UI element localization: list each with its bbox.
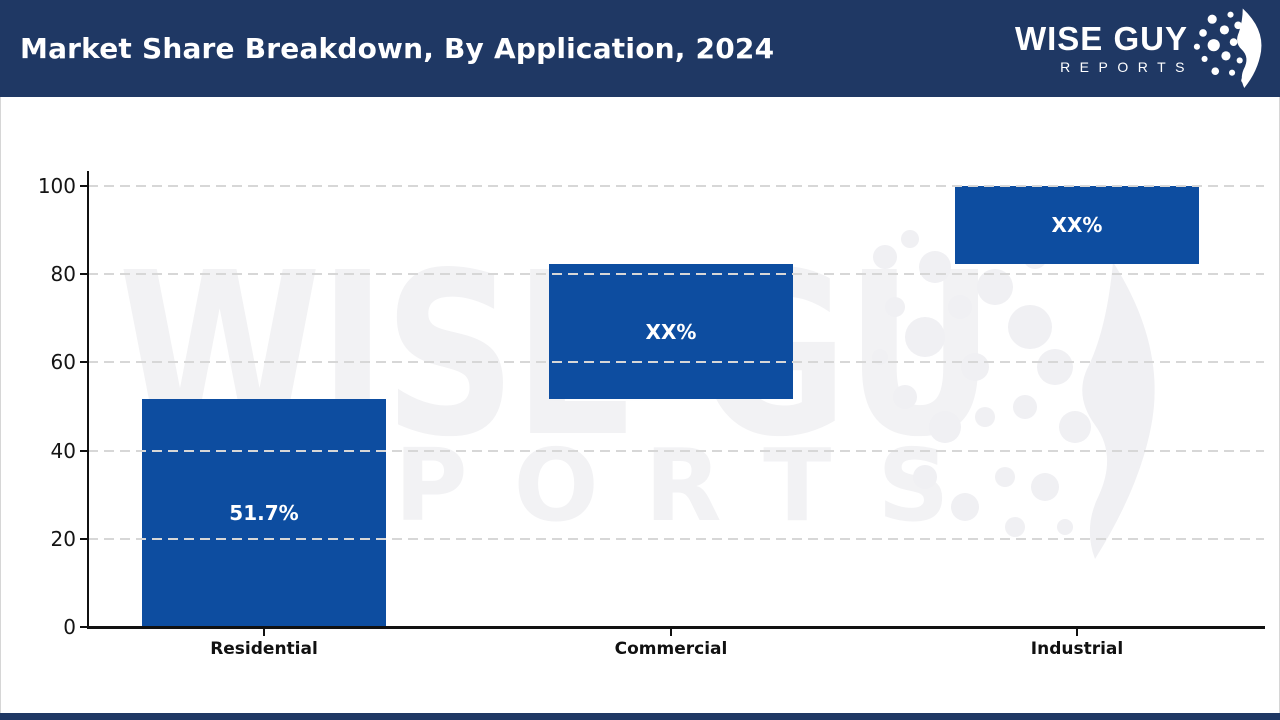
plot-area: 51.7% XX% XX% bbox=[88, 185, 1264, 627]
footer-bar bbox=[0, 713, 1280, 720]
y-tick-label: 40 bbox=[50, 438, 76, 463]
y-tick-label: 100 bbox=[37, 174, 76, 198]
header: Market Share Breakdown, By Application, … bbox=[0, 0, 1280, 97]
gridline bbox=[88, 361, 1264, 364]
y-tick-mark bbox=[80, 626, 88, 628]
page-title: Market Share Breakdown, By Application, … bbox=[20, 32, 775, 65]
brand-subtitle: REPORTS bbox=[1060, 59, 1194, 75]
gridline bbox=[88, 537, 1264, 540]
x-category-label: Industrial bbox=[1030, 639, 1124, 659]
bar-value-label: XX% bbox=[645, 319, 697, 344]
gridline bbox=[88, 185, 1264, 187]
brand-face-icon bbox=[1193, 8, 1262, 88]
x-tick-mark bbox=[263, 629, 265, 636]
gridline bbox=[88, 449, 1264, 452]
x-tick-mark bbox=[1076, 629, 1078, 636]
x-tick-mark bbox=[670, 629, 672, 636]
y-tick-label: 60 bbox=[50, 350, 76, 375]
y-tick-mark bbox=[80, 185, 88, 187]
y-tick-label: 20 bbox=[50, 526, 76, 551]
x-category-label: Commercial bbox=[614, 639, 728, 659]
gridline bbox=[88, 273, 1264, 276]
y-tick-mark bbox=[80, 361, 88, 364]
y-axis-line bbox=[87, 171, 89, 629]
y-tick-mark bbox=[80, 273, 88, 276]
brand-name: WISE GUY bbox=[1014, 20, 1188, 57]
x-axis-line bbox=[87, 626, 1265, 629]
bar-value-label: XX% bbox=[1051, 213, 1103, 238]
bar-commercial: XX% bbox=[549, 264, 793, 400]
y-tick-label: 80 bbox=[50, 262, 76, 287]
bar-value-label: 51.7% bbox=[229, 501, 299, 525]
bar-residential: 51.7% bbox=[142, 399, 386, 627]
brand-logo: WISE GUY REPORTS bbox=[1015, 6, 1268, 92]
y-tick-mark bbox=[80, 449, 88, 452]
x-category-label: Residential bbox=[210, 639, 318, 659]
y-tick-label: 0 bbox=[63, 615, 76, 639]
y-tick-mark bbox=[80, 537, 88, 540]
bar-industrial: XX% bbox=[955, 186, 1199, 265]
